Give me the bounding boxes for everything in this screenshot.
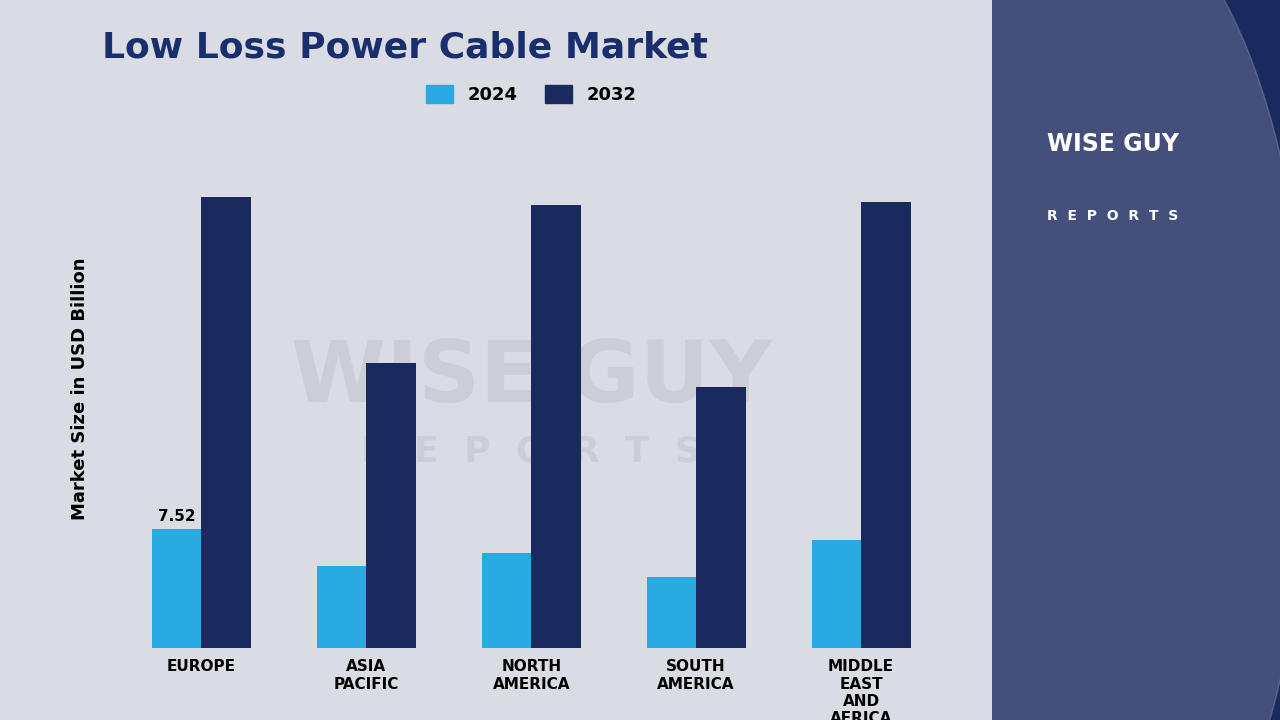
- Bar: [812, 541, 861, 648]
- Bar: [317, 566, 366, 648]
- Legend: 2024, 2032: 2024, 2032: [419, 78, 644, 112]
- Bar: [201, 197, 251, 648]
- Bar: [152, 529, 201, 648]
- Text: WISE GUY: WISE GUY: [291, 337, 772, 420]
- Bar: [531, 205, 581, 648]
- Bar: [646, 577, 696, 648]
- Text: Low Loss Power Cable Market: Low Loss Power Cable Market: [102, 31, 708, 65]
- Y-axis label: Market Size in USD Billion: Market Size in USD Billion: [70, 258, 88, 520]
- Bar: [366, 364, 416, 648]
- Text: WISE GUY: WISE GUY: [1047, 132, 1179, 156]
- Bar: [696, 387, 746, 648]
- Bar: [861, 202, 910, 648]
- Text: R  E  P  O  R  T  S: R E P O R T S: [1047, 209, 1179, 223]
- Text: R  E  P  O  R  T  S: R E P O R T S: [361, 434, 701, 468]
- Bar: [481, 553, 531, 648]
- Circle shape: [893, 0, 1280, 720]
- Text: 7.52: 7.52: [157, 509, 196, 524]
